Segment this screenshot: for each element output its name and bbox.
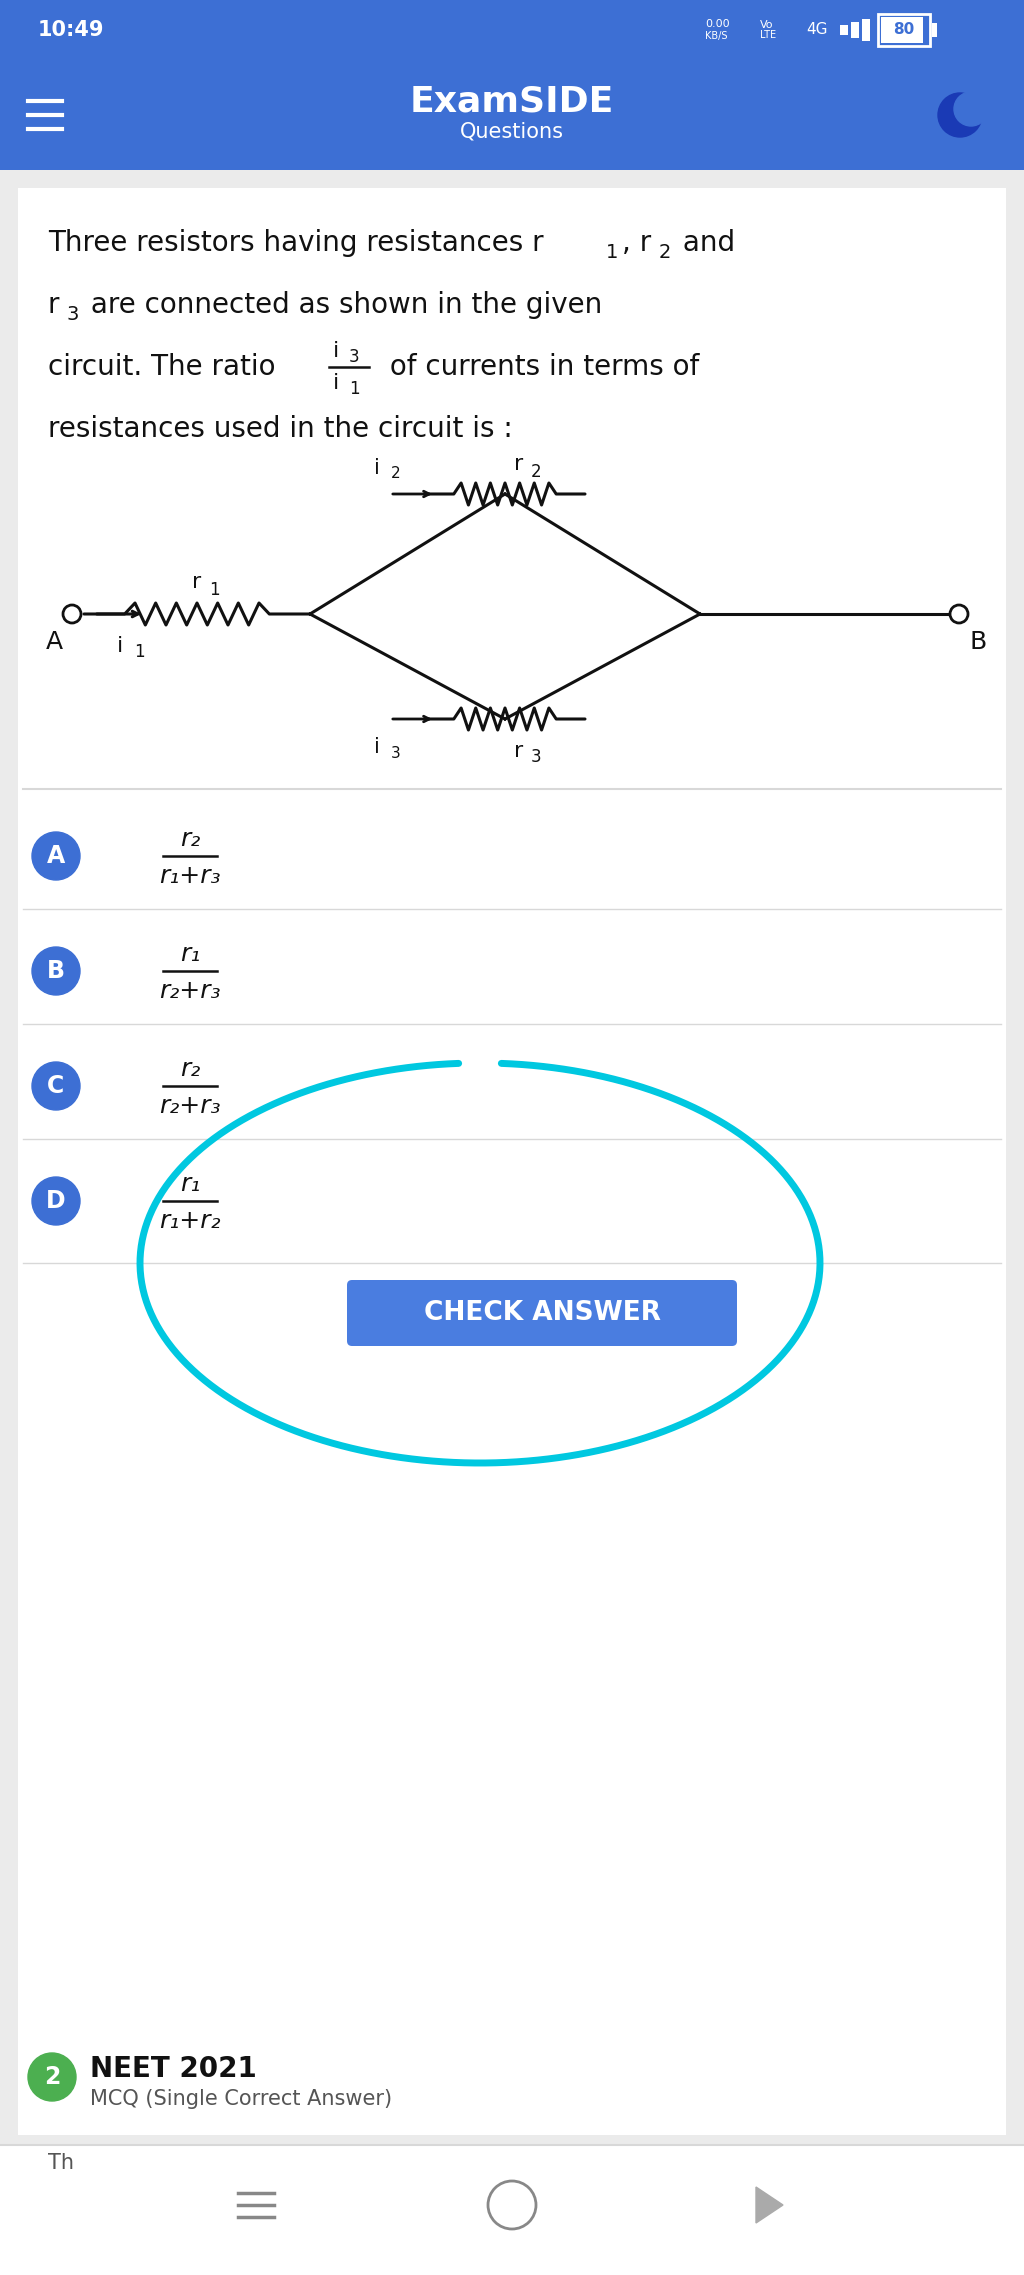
- Text: circuit. The ratio: circuit. The ratio: [48, 353, 285, 380]
- Text: 1: 1: [134, 644, 144, 662]
- Circle shape: [28, 2052, 76, 2102]
- Text: 3: 3: [349, 348, 359, 366]
- Bar: [0, 0, 1024, 59]
- Text: i: i: [117, 637, 123, 655]
- Text: A: A: [47, 844, 66, 869]
- Text: are connected as shown in the given: are connected as shown in the given: [82, 291, 602, 318]
- Bar: [862, 18, 870, 41]
- Text: NEET 2021: NEET 2021: [90, 2054, 257, 2084]
- Text: 3: 3: [66, 305, 79, 325]
- Text: D: D: [46, 1190, 66, 1213]
- Circle shape: [938, 93, 982, 136]
- Text: i: i: [374, 737, 380, 758]
- Text: MCQ (Single Correct Answer): MCQ (Single Correct Answer): [90, 2088, 392, 2109]
- Circle shape: [63, 605, 81, 623]
- Circle shape: [32, 833, 80, 880]
- Circle shape: [950, 605, 968, 623]
- Text: 1: 1: [606, 243, 618, 262]
- Text: LTE: LTE: [760, 30, 776, 41]
- Bar: [18, 189, 1006, 2036]
- Text: CHECK ANSWER: CHECK ANSWER: [424, 1299, 660, 1326]
- Circle shape: [954, 91, 988, 125]
- Text: r: r: [514, 455, 523, 473]
- Text: 80: 80: [893, 23, 914, 36]
- Text: 1: 1: [209, 580, 219, 598]
- Text: A: A: [45, 630, 62, 653]
- Text: 0.00: 0.00: [705, 18, 730, 30]
- Bar: [840, 25, 848, 34]
- Circle shape: [488, 2182, 536, 2230]
- Text: r: r: [514, 742, 523, 762]
- Bar: [0, 2036, 1024, 2052]
- Text: 10:49: 10:49: [38, 20, 104, 41]
- Text: 4G: 4G: [806, 23, 827, 36]
- Text: KB/S: KB/S: [705, 32, 727, 41]
- Bar: [18, 2152, 1006, 2173]
- Bar: [0, 2145, 1024, 2275]
- Bar: [0, 59, 1024, 171]
- Bar: [878, 14, 930, 46]
- Text: and: and: [674, 230, 735, 257]
- Text: 2: 2: [531, 464, 542, 480]
- Text: r₂: r₂: [180, 1058, 200, 1081]
- Text: i: i: [333, 373, 339, 394]
- Text: B: B: [47, 960, 65, 983]
- Text: r₁+r₃: r₁+r₃: [160, 864, 221, 887]
- Text: 2: 2: [391, 466, 400, 482]
- Text: r₁+r₂: r₁+r₂: [160, 1208, 221, 1233]
- Text: i: i: [374, 457, 380, 478]
- Text: Vo: Vo: [760, 20, 773, 30]
- Text: r₁: r₁: [180, 942, 200, 967]
- Bar: [851, 23, 859, 39]
- Circle shape: [32, 946, 80, 994]
- Bar: [932, 23, 937, 36]
- Text: of currents in terms of: of currents in terms of: [381, 353, 699, 380]
- Text: 2: 2: [44, 2066, 60, 2088]
- Text: r₂: r₂: [180, 828, 200, 851]
- Bar: [881, 16, 923, 43]
- Text: r: r: [193, 571, 202, 592]
- Circle shape: [32, 1176, 80, 1224]
- Text: r₁: r₁: [180, 1172, 200, 1197]
- Text: Th: Th: [48, 2152, 74, 2173]
- Text: B: B: [970, 630, 987, 653]
- Text: Three resistors having resistances r: Three resistors having resistances r: [48, 230, 544, 257]
- Bar: [18, 2036, 1006, 2134]
- Text: 3: 3: [531, 748, 542, 767]
- Text: r₂+r₃: r₂+r₃: [160, 1094, 221, 1117]
- Circle shape: [32, 1062, 80, 1110]
- Text: ExamSIDE: ExamSIDE: [410, 84, 614, 118]
- Text: 1: 1: [349, 380, 359, 398]
- Text: 2: 2: [659, 243, 672, 262]
- Text: Questions: Questions: [460, 121, 564, 141]
- Text: r: r: [48, 291, 59, 318]
- Text: i: i: [333, 341, 339, 362]
- Text: 3: 3: [391, 746, 400, 760]
- Text: , r: , r: [622, 230, 651, 257]
- Text: C: C: [47, 1074, 65, 1099]
- Text: r₂+r₃: r₂+r₃: [160, 978, 221, 1003]
- Text: resistances used in the circuit is :: resistances used in the circuit is :: [48, 414, 513, 444]
- FancyBboxPatch shape: [347, 1281, 737, 1347]
- Polygon shape: [756, 2186, 783, 2223]
